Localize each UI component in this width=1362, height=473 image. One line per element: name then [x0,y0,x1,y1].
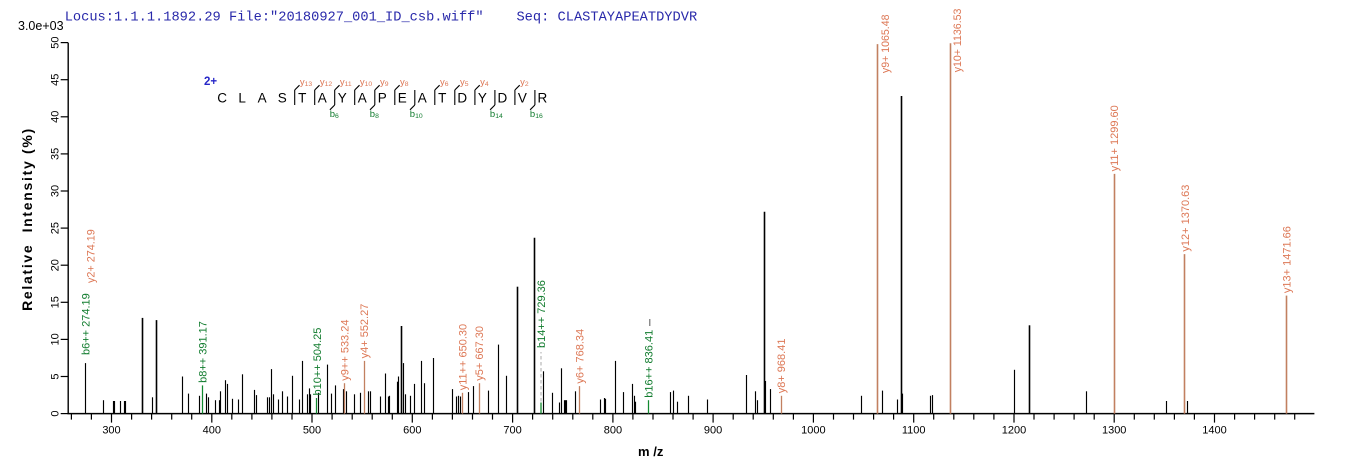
svg-text:y13+ 1471.66: y13+ 1471.66 [1282,226,1294,293]
svg-text:y2+ 274.19: y2+ 274.19 [85,229,97,283]
svg-text:Locus:1.1.1.1892.29 File:"2018: Locus:1.1.1.1892.29 File:"20180927_001_I… [65,11,697,26]
svg-text:T: T [298,90,306,105]
svg-text:400: 400 [203,425,221,437]
svg-text:45: 45 [50,74,62,86]
svg-text:y10+ 1136.53: y10+ 1136.53 [952,8,964,72]
svg-text:y9++ 533.24: y9++ 533.24 [339,320,351,381]
svg-text:15: 15 [50,296,62,308]
svg-text:b8++ 391.17: b8++ 391.17 [197,321,209,383]
svg-text:600: 600 [403,425,421,437]
svg-text:30: 30 [50,185,62,197]
svg-text:y4+ 552.27: y4+ 552.27 [359,304,371,359]
svg-text:900: 900 [704,425,722,437]
svg-text:1300: 1300 [1102,425,1126,437]
svg-text:Y: Y [338,90,347,105]
svg-text:b10: b10 [410,109,423,120]
svg-text:y11++ 650.30: y11++ 650.30 [458,324,470,390]
svg-text:E: E [398,90,407,105]
svg-text:y6+ 768.34: y6+ 768.34 [575,329,587,384]
svg-text:y10: y10 [360,77,373,88]
svg-text:A: A [418,90,427,105]
svg-text:D: D [457,90,467,105]
svg-text:y5: y5 [460,77,469,88]
svg-text:3.0e+03: 3.0e+03 [18,19,64,33]
svg-text:50: 50 [50,36,62,48]
svg-text:1200: 1200 [1002,425,1026,437]
svg-text:1100: 1100 [902,425,926,437]
svg-text:300: 300 [102,425,120,437]
svg-text:y12+ 1370.63: y12+ 1370.63 [1180,185,1192,252]
svg-text:m /z: m /z [638,444,664,459]
svg-text:2+: 2+ [204,76,217,88]
svg-text:b16: b16 [530,109,543,120]
svg-text:y8+ 968.41: y8+ 968.41 [776,339,788,394]
svg-text:y5+ 667.30: y5+ 667.30 [474,326,486,381]
svg-text:20: 20 [50,259,62,271]
svg-text:b16++ 836.41: b16++ 836.41 [643,330,655,398]
svg-text:y2: y2 [520,77,529,88]
svg-text:P: P [378,90,387,105]
svg-text:700: 700 [503,425,521,437]
svg-text:0: 0 [50,411,62,417]
svg-text:b6: b6 [330,109,339,120]
svg-text:10: 10 [50,333,62,345]
svg-text:y13: y13 [300,77,313,88]
svg-text:b14++ 729.36: b14++ 729.36 [536,280,548,348]
svg-text:25: 25 [50,222,62,234]
svg-text:b8: b8 [370,109,379,120]
svg-text:40: 40 [50,111,62,123]
svg-text:Y: Y [478,90,487,105]
svg-text:Relative Intensity (%): Relative Intensity (%) [19,127,35,311]
svg-text:y12: y12 [320,77,333,88]
svg-text:b14: b14 [490,109,503,120]
svg-text:b6++ 274.19: b6++ 274.19 [80,293,92,355]
svg-text:1000: 1000 [801,425,825,437]
svg-text:y4: y4 [480,77,489,88]
svg-text:35: 35 [50,148,62,160]
svg-text:L: L [238,90,246,105]
svg-text:T: T [438,90,446,105]
svg-text:A: A [318,90,327,105]
svg-text:C: C [217,90,227,105]
svg-text:1400: 1400 [1202,425,1226,437]
svg-text:S: S [278,90,287,105]
svg-text:y8: y8 [400,77,409,88]
svg-text:V: V [518,90,527,105]
svg-text:500: 500 [303,425,321,437]
svg-text:5: 5 [50,373,62,379]
svg-text:y9+ 1065.48: y9+ 1065.48 [880,14,892,73]
svg-text:D: D [498,90,508,105]
svg-text:b10++ 504.25: b10++ 504.25 [312,328,324,396]
svg-text:y11+ 1299.60: y11+ 1299.60 [1109,105,1121,171]
svg-text:y6: y6 [440,77,449,88]
svg-text:800: 800 [604,425,622,437]
svg-text:y9: y9 [380,77,389,88]
svg-text:y11: y11 [340,77,352,88]
svg-text:R: R [538,90,548,105]
svg-text:A: A [358,90,367,105]
svg-text:A: A [258,90,267,105]
